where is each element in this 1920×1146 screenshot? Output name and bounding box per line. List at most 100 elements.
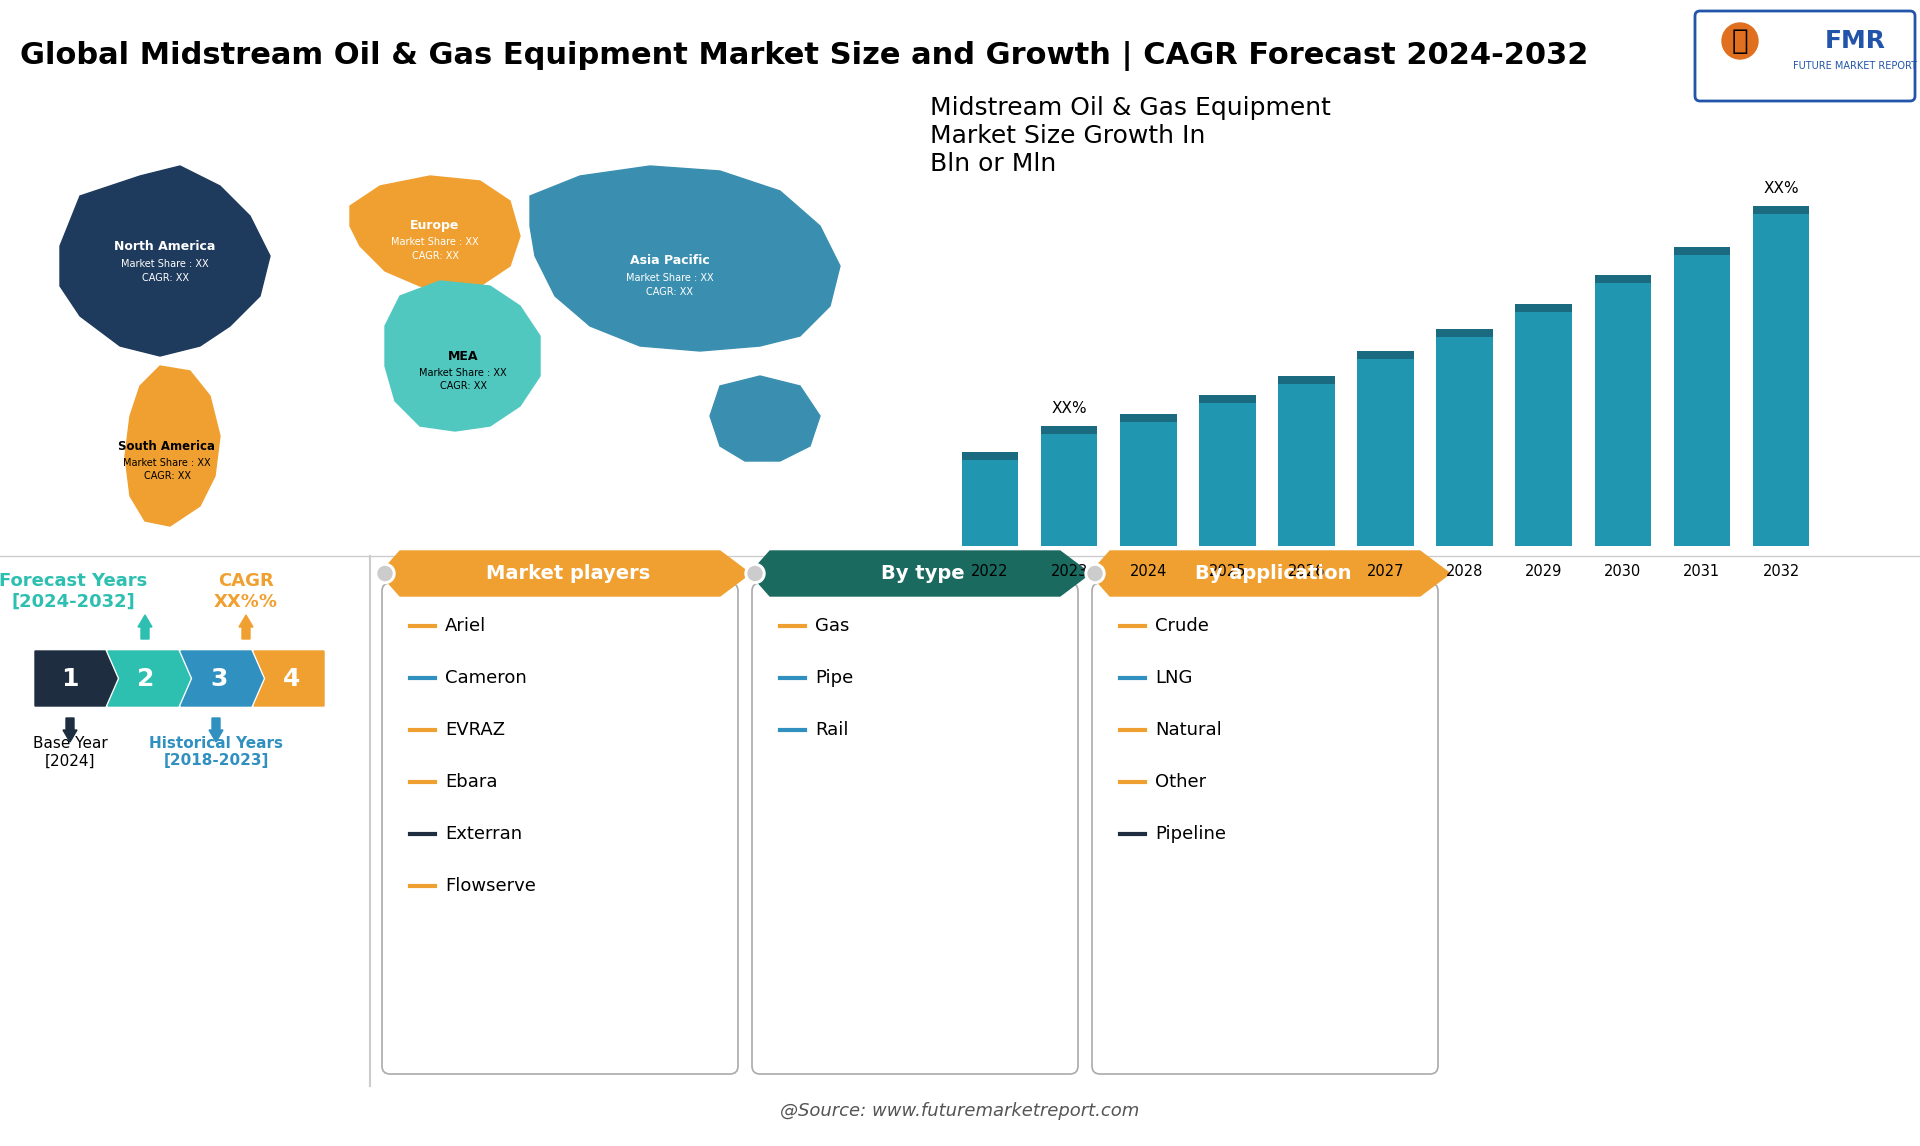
- Polygon shape: [180, 651, 263, 706]
- FancyBboxPatch shape: [1200, 395, 1256, 545]
- Text: 2023: 2023: [1050, 564, 1089, 579]
- Text: FUTURE MARKET REPORT: FUTURE MARKET REPORT: [1793, 61, 1916, 71]
- FancyBboxPatch shape: [1092, 583, 1438, 1074]
- Text: 2027: 2027: [1367, 564, 1404, 579]
- FancyBboxPatch shape: [1119, 414, 1177, 545]
- Circle shape: [1085, 564, 1106, 583]
- FancyArrow shape: [63, 719, 77, 741]
- Text: Flowserve: Flowserve: [445, 877, 536, 895]
- FancyBboxPatch shape: [1753, 206, 1809, 214]
- FancyBboxPatch shape: [382, 583, 737, 1074]
- Circle shape: [374, 564, 396, 583]
- Text: CAGR: XX: CAGR: XX: [647, 286, 693, 297]
- Polygon shape: [108, 651, 190, 706]
- Text: Base Year
[2024]: Base Year [2024]: [33, 736, 108, 769]
- FancyBboxPatch shape: [753, 583, 1077, 1074]
- Text: 2025: 2025: [1210, 564, 1246, 579]
- FancyArrow shape: [209, 719, 223, 741]
- Text: 1: 1: [61, 667, 79, 691]
- Text: 3: 3: [211, 667, 228, 691]
- Text: Gas: Gas: [814, 617, 849, 635]
- Circle shape: [1089, 566, 1102, 581]
- Text: Natural: Natural: [1156, 721, 1221, 739]
- Text: Market Share : XX: Market Share : XX: [392, 237, 478, 248]
- Text: LNG: LNG: [1156, 669, 1192, 686]
- Polygon shape: [710, 376, 820, 461]
- Text: CAGR: XX: CAGR: XX: [440, 380, 486, 391]
- Polygon shape: [751, 551, 1091, 596]
- Text: North America: North America: [115, 240, 215, 252]
- Text: Europe: Europe: [411, 220, 459, 233]
- FancyBboxPatch shape: [1041, 426, 1098, 545]
- Text: @Source: www.futuremarketreport.com: @Source: www.futuremarketreport.com: [780, 1102, 1140, 1120]
- Text: Market players: Market players: [486, 564, 651, 583]
- Polygon shape: [60, 166, 271, 356]
- FancyBboxPatch shape: [1436, 329, 1494, 545]
- Text: Rail: Rail: [814, 721, 849, 739]
- FancyBboxPatch shape: [1357, 351, 1413, 545]
- FancyBboxPatch shape: [1674, 246, 1730, 254]
- FancyBboxPatch shape: [962, 452, 1018, 460]
- Text: 2029: 2029: [1524, 564, 1563, 579]
- Polygon shape: [125, 366, 221, 526]
- FancyBboxPatch shape: [1596, 275, 1651, 545]
- Text: 2: 2: [138, 667, 156, 691]
- Text: Forecast Years
[2024-2032]: Forecast Years [2024-2032]: [0, 572, 148, 611]
- Polygon shape: [35, 651, 117, 706]
- Polygon shape: [380, 551, 751, 596]
- FancyBboxPatch shape: [1357, 351, 1413, 359]
- Text: CAGR: XX: CAGR: XX: [142, 273, 188, 283]
- Text: Exterran: Exterran: [445, 825, 522, 843]
- FancyBboxPatch shape: [1279, 376, 1334, 545]
- Text: 4: 4: [284, 667, 301, 691]
- FancyBboxPatch shape: [1515, 304, 1572, 312]
- Polygon shape: [349, 176, 520, 291]
- Text: By type: By type: [881, 564, 966, 583]
- Circle shape: [1722, 23, 1759, 58]
- Text: XX%: XX%: [1052, 401, 1087, 416]
- Text: Market Share : XX: Market Share : XX: [121, 259, 209, 269]
- Circle shape: [749, 566, 762, 581]
- FancyBboxPatch shape: [1200, 395, 1256, 403]
- Text: CAGR: XX: CAGR: XX: [144, 471, 190, 481]
- FancyBboxPatch shape: [1279, 376, 1334, 384]
- FancyBboxPatch shape: [962, 452, 1018, 545]
- FancyBboxPatch shape: [1436, 329, 1494, 337]
- FancyArrow shape: [138, 615, 152, 639]
- Text: 2031: 2031: [1684, 564, 1720, 579]
- Polygon shape: [253, 651, 324, 706]
- Text: Pipe: Pipe: [814, 669, 852, 686]
- Text: 👤: 👤: [1732, 28, 1749, 55]
- Text: 2024: 2024: [1129, 564, 1167, 579]
- Text: Pipeline: Pipeline: [1156, 825, 1227, 843]
- Text: Historical Years
[2018-2023]: Historical Years [2018-2023]: [150, 736, 282, 769]
- FancyBboxPatch shape: [1674, 246, 1730, 545]
- Text: FMR: FMR: [1824, 29, 1885, 53]
- Text: 2028: 2028: [1446, 564, 1484, 579]
- FancyBboxPatch shape: [1119, 414, 1177, 422]
- Text: Asia Pacific: Asia Pacific: [630, 254, 710, 267]
- Text: MEA: MEA: [447, 350, 478, 362]
- Text: XX%: XX%: [1763, 181, 1799, 196]
- Text: 2022: 2022: [972, 564, 1008, 579]
- Text: Crude: Crude: [1156, 617, 1210, 635]
- FancyBboxPatch shape: [1753, 206, 1809, 545]
- FancyBboxPatch shape: [1695, 11, 1914, 101]
- Text: Cameron: Cameron: [445, 669, 526, 686]
- Circle shape: [378, 566, 392, 581]
- Text: EVRAZ: EVRAZ: [445, 721, 505, 739]
- FancyBboxPatch shape: [1515, 304, 1572, 545]
- Text: By application: By application: [1194, 564, 1352, 583]
- Text: Ariel: Ariel: [445, 617, 486, 635]
- Polygon shape: [1091, 551, 1450, 596]
- FancyArrow shape: [238, 615, 253, 639]
- Polygon shape: [386, 281, 540, 431]
- Text: 2030: 2030: [1605, 564, 1642, 579]
- Text: South America: South America: [119, 440, 215, 453]
- Text: CAGR
XX%%: CAGR XX%%: [213, 572, 278, 611]
- Text: Market Share : XX: Market Share : XX: [626, 273, 714, 283]
- Text: Other: Other: [1156, 774, 1206, 791]
- Text: CAGR: XX: CAGR: XX: [411, 251, 459, 261]
- FancyBboxPatch shape: [1041, 426, 1098, 434]
- Text: 2026: 2026: [1288, 564, 1325, 579]
